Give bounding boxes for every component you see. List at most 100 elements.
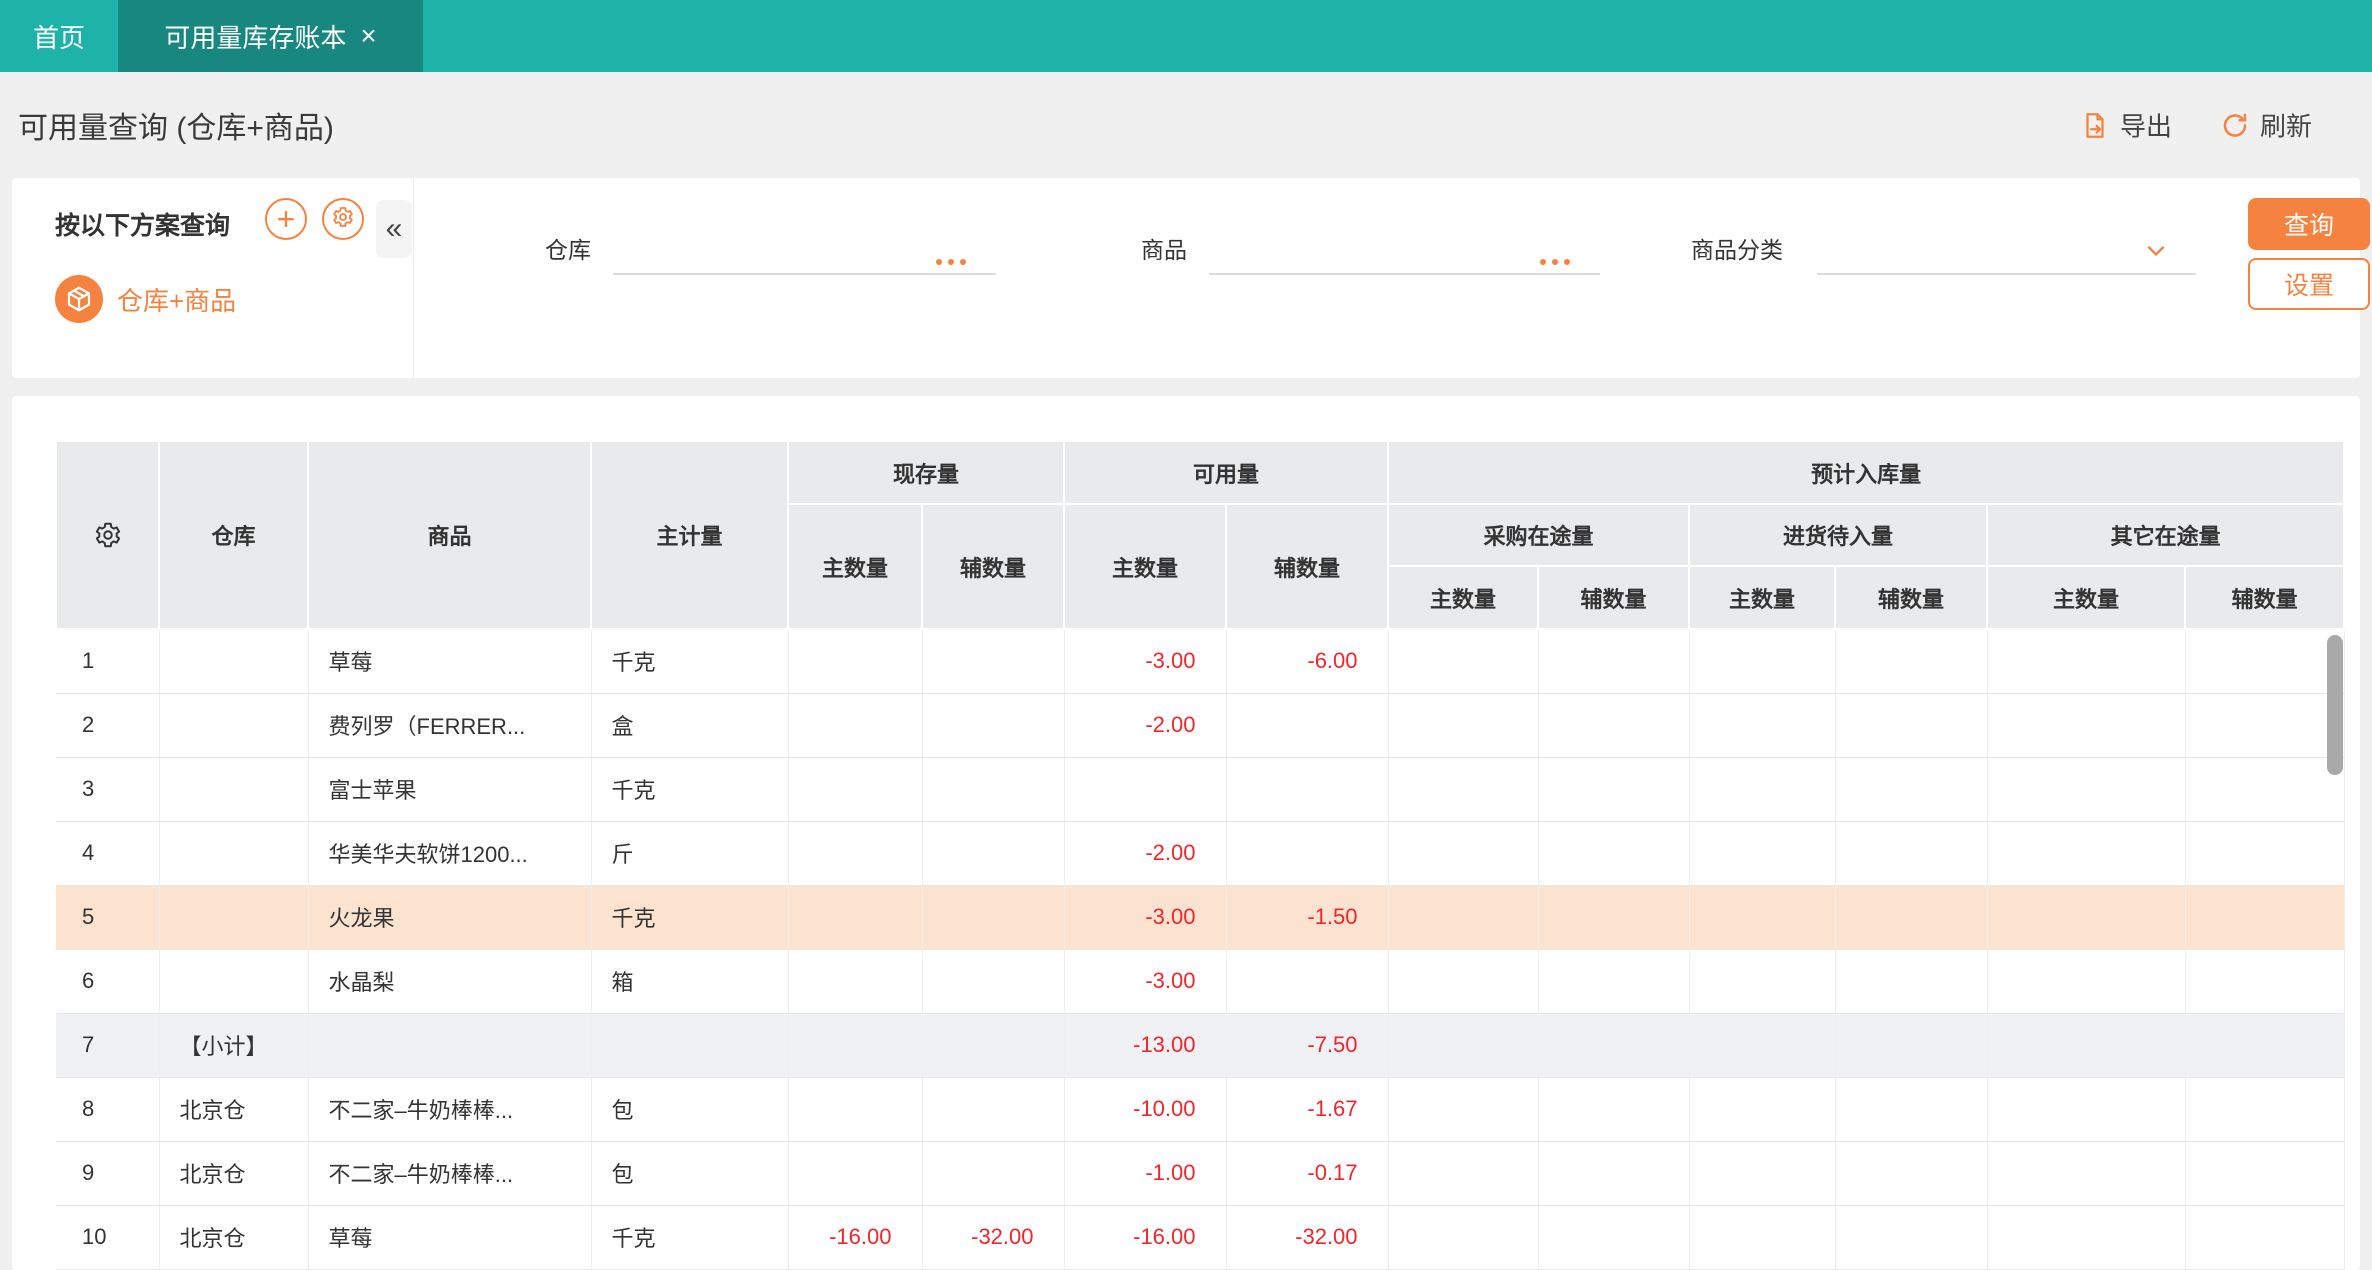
cell-avail_main[interactable]: -16.00 — [1064, 1205, 1227, 1270]
cell-avail_aux[interactable]: -1.67 — [1226, 1077, 1389, 1142]
cell-warehouse[interactable] — [159, 693, 309, 758]
cell-in_aux[interactable] — [1835, 1077, 1988, 1142]
cell-product[interactable] — [308, 1013, 592, 1078]
column-settings-icon[interactable] — [55, 440, 160, 630]
cell-unit[interactable]: 盒 — [591, 693, 789, 758]
cell-no[interactable]: 7 — [56, 1013, 160, 1078]
cell-avail_aux[interactable] — [1226, 821, 1389, 886]
vertical-scrollbar-thumb[interactable] — [2327, 635, 2343, 775]
table-row[interactable]: 10 北京仓 草莓 千克 -16.00 -32.00 -16.00 -32.00 — [56, 1205, 2345, 1270]
cell-avail_main[interactable] — [1064, 757, 1227, 822]
collapse-panel-button[interactable]: « — [376, 200, 412, 258]
cell-other_main[interactable] — [1987, 693, 2186, 758]
refresh-button[interactable]: 刷新 — [2220, 107, 2312, 144]
cell-onhand_main[interactable]: -16.00 — [788, 1205, 923, 1270]
cell-other_aux[interactable] — [2185, 1205, 2345, 1270]
cell-in_main[interactable] — [1689, 821, 1836, 886]
cell-product[interactable]: 火龙果 — [308, 885, 592, 950]
cell-avail_main[interactable]: -3.00 — [1064, 629, 1227, 694]
cell-onhand_aux[interactable] — [922, 885, 1065, 950]
cell-onhand_main[interactable] — [788, 821, 923, 886]
cell-unit[interactable] — [591, 1013, 789, 1078]
cell-in_aux[interactable] — [1835, 1141, 1988, 1206]
cell-other_main[interactable] — [1987, 629, 2186, 694]
cell-onhand_main[interactable] — [788, 1013, 923, 1078]
table-row[interactable]: 7 【小计】 -13.00 -7.50 — [56, 1013, 2345, 1078]
cell-onhand_aux[interactable] — [922, 1077, 1065, 1142]
cell-avail_aux[interactable] — [1226, 757, 1389, 822]
cell-no[interactable]: 9 — [56, 1141, 160, 1206]
cell-unit[interactable]: 千克 — [591, 757, 789, 822]
close-icon[interactable]: × — [360, 20, 377, 51]
cell-no[interactable]: 2 — [56, 693, 160, 758]
cell-po_main[interactable] — [1388, 1141, 1539, 1206]
category-select[interactable] — [1826, 233, 2086, 273]
cell-other_aux[interactable] — [2185, 1141, 2345, 1206]
cell-in_aux[interactable] — [1835, 1205, 1988, 1270]
cell-po_aux[interactable] — [1538, 949, 1690, 1014]
cell-other_aux[interactable] — [2185, 629, 2345, 694]
cell-in_main[interactable] — [1689, 885, 1836, 950]
cell-product[interactable]: 不二家–牛奶棒棒... — [308, 1077, 592, 1142]
cell-product[interactable]: 华美华夫软饼1200... — [308, 821, 592, 886]
cell-warehouse[interactable] — [159, 821, 309, 886]
cell-in_main[interactable] — [1689, 949, 1836, 1014]
cell-unit[interactable]: 千克 — [591, 885, 789, 950]
cell-warehouse[interactable]: 北京仓 — [159, 1077, 309, 1142]
tab-home[interactable]: 首页 — [0, 0, 118, 72]
cell-po_aux[interactable] — [1538, 885, 1690, 950]
cell-po_aux[interactable] — [1538, 1205, 1690, 1270]
cell-in_aux[interactable] — [1835, 757, 1988, 822]
cell-onhand_aux[interactable] — [922, 757, 1065, 822]
cell-po_main[interactable] — [1388, 1013, 1539, 1078]
cell-po_main[interactable] — [1388, 949, 1539, 1014]
add-scheme-button[interactable]: + — [265, 198, 307, 240]
cell-no[interactable]: 1 — [56, 629, 160, 694]
cell-po_aux[interactable] — [1538, 1077, 1690, 1142]
cell-unit[interactable]: 千克 — [591, 629, 789, 694]
table-row[interactable]: 8 北京仓 不二家–牛奶棒棒... 包 -10.00 -1.67 — [56, 1077, 2345, 1142]
cell-in_aux[interactable] — [1835, 821, 1988, 886]
ellipsis-icon[interactable] — [1540, 259, 1570, 265]
cell-avail_main[interactable]: -3.00 — [1064, 885, 1227, 950]
cell-onhand_main[interactable] — [788, 1077, 923, 1142]
cell-unit[interactable]: 箱 — [591, 949, 789, 1014]
cell-product[interactable]: 费列罗（FERRER... — [308, 693, 592, 758]
cell-onhand_aux[interactable] — [922, 821, 1065, 886]
cell-avail_aux[interactable]: -1.50 — [1226, 885, 1389, 950]
cell-onhand_aux[interactable] — [922, 1141, 1065, 1206]
cell-onhand_main[interactable] — [788, 693, 923, 758]
cell-no[interactable]: 8 — [56, 1077, 160, 1142]
cell-other_aux[interactable] — [2185, 821, 2345, 886]
table-row[interactable]: 9 北京仓 不二家–牛奶棒棒... 包 -1.00 -0.17 — [56, 1141, 2345, 1206]
export-button[interactable]: 导出 — [2080, 107, 2172, 144]
scheme-item-warehouse-product[interactable]: 仓库+商品 — [55, 275, 236, 323]
cell-other_aux[interactable] — [2185, 757, 2345, 822]
cell-in_aux[interactable] — [1835, 693, 1988, 758]
cell-po_aux[interactable] — [1538, 1141, 1690, 1206]
cell-product[interactable]: 富士苹果 — [308, 757, 592, 822]
cell-other_main[interactable] — [1987, 949, 2186, 1014]
cell-po_aux[interactable] — [1538, 693, 1690, 758]
cell-warehouse[interactable] — [159, 629, 309, 694]
cell-other_main[interactable] — [1987, 1013, 2186, 1078]
cell-in_main[interactable] — [1689, 1013, 1836, 1078]
cell-onhand_aux[interactable] — [922, 949, 1065, 1014]
cell-other_main[interactable] — [1987, 1077, 2186, 1142]
cell-avail_aux[interactable] — [1226, 949, 1389, 1014]
cell-product[interactable]: 不二家–牛奶棒棒... — [308, 1141, 592, 1206]
cell-avail_main[interactable]: -1.00 — [1064, 1141, 1227, 1206]
cell-onhand_aux[interactable]: -32.00 — [922, 1205, 1065, 1270]
cell-onhand_main[interactable] — [788, 629, 923, 694]
table-row[interactable]: 5 火龙果 千克 -3.00 -1.50 — [56, 885, 2345, 950]
cell-no[interactable]: 5 — [56, 885, 160, 950]
table-row[interactable]: 2 费列罗（FERRER... 盒 -2.00 — [56, 693, 2345, 758]
cell-warehouse[interactable]: 【小计】 — [159, 1013, 309, 1078]
cell-in_main[interactable] — [1689, 1141, 1836, 1206]
cell-po_main[interactable] — [1388, 693, 1539, 758]
cell-in_main[interactable] — [1689, 693, 1836, 758]
cell-unit[interactable]: 千克 — [591, 1205, 789, 1270]
cell-avail_aux[interactable]: -0.17 — [1226, 1141, 1389, 1206]
cell-warehouse[interactable] — [159, 949, 309, 1014]
cell-other_main[interactable] — [1987, 757, 2186, 822]
